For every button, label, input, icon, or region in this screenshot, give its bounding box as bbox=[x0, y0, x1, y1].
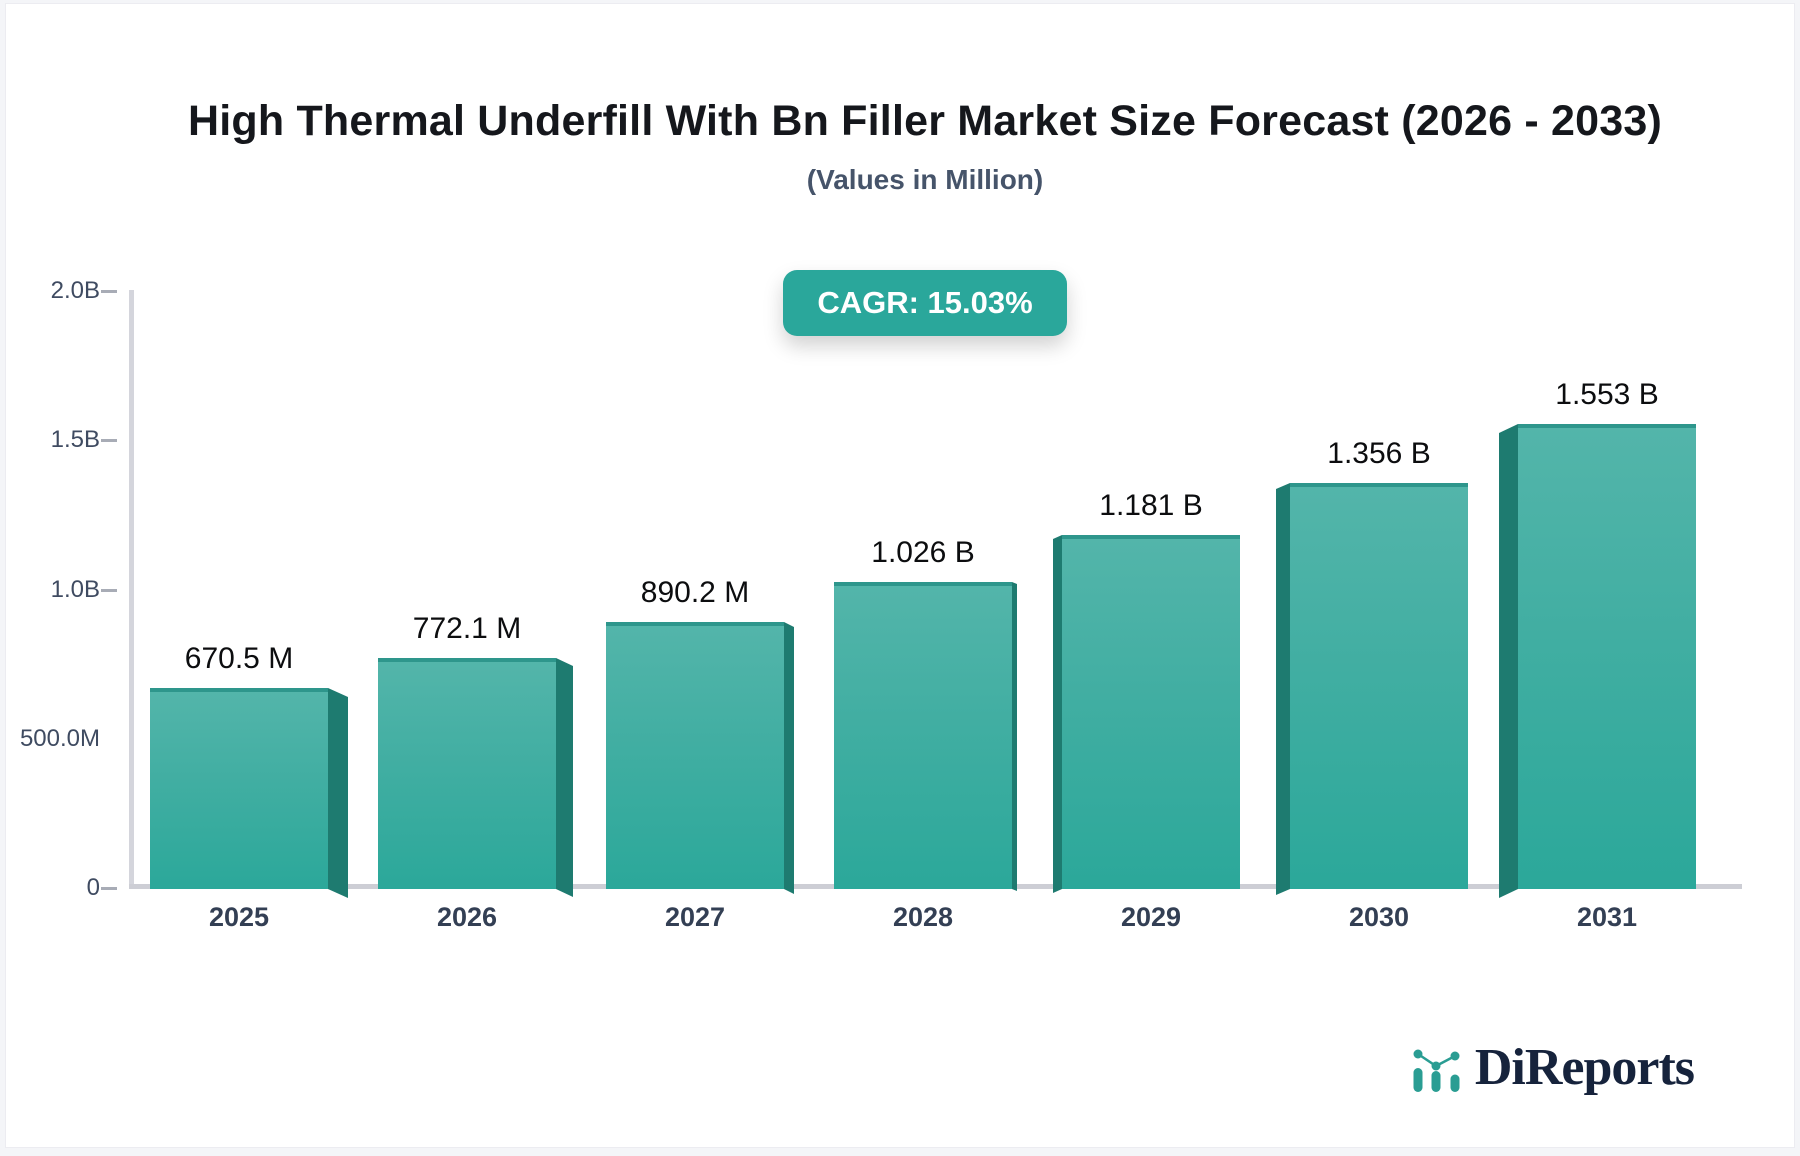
bar-value-label: 890.2 M bbox=[640, 576, 750, 609]
bar-3d-side bbox=[1499, 424, 1518, 898]
x-axis-label: 2027 bbox=[664, 902, 726, 932]
chart-subtitle: (Values in Million) bbox=[806, 164, 1044, 195]
x-axis-label: 2028 bbox=[892, 902, 954, 932]
x-axis-label: 2025 bbox=[208, 902, 270, 932]
y-axis-tick-label: 0 bbox=[86, 874, 100, 901]
bar bbox=[378, 658, 556, 889]
bar-3d-side bbox=[1053, 535, 1062, 893]
y-axis-line bbox=[129, 290, 134, 889]
bar-3d-side bbox=[328, 688, 348, 898]
bar-value-label: 1.181 B bbox=[1099, 489, 1203, 522]
bar bbox=[1290, 483, 1468, 889]
direports-logo-text: DiReports bbox=[1474, 1039, 1695, 1096]
bar-value-label: 772.1 M bbox=[412, 612, 522, 645]
bar bbox=[606, 622, 784, 889]
bar bbox=[1518, 424, 1696, 889]
bar bbox=[1062, 535, 1240, 889]
bar-value-label: 1.026 B bbox=[871, 536, 975, 569]
bar-chart-trend-icon bbox=[1413, 1049, 1460, 1092]
cagr-badge: CAGR: 15.03% bbox=[783, 270, 1067, 336]
x-axis-label: 2031 bbox=[1576, 902, 1638, 932]
bar-3d-side bbox=[1012, 582, 1017, 891]
y-axis-tick-label: 1.5B bbox=[50, 426, 100, 453]
y-axis-tick-label: 500.0M bbox=[19, 725, 100, 752]
y-axis-tick-label: 1.0B bbox=[50, 576, 100, 603]
bar bbox=[150, 688, 328, 889]
y-axis-tick-dash bbox=[101, 887, 117, 890]
bar-3d-side bbox=[784, 622, 794, 894]
y-axis-tick-dash bbox=[101, 589, 117, 592]
bar bbox=[834, 582, 1012, 889]
x-axis-label: 2026 bbox=[436, 902, 498, 932]
bar-value-label: 1.553 B bbox=[1555, 378, 1659, 411]
x-axis-label: 2029 bbox=[1120, 902, 1182, 932]
bar-3d-side bbox=[556, 658, 573, 897]
y-axis-tick-dash bbox=[101, 290, 117, 293]
bar-value-label: 670.5 M bbox=[184, 642, 294, 675]
direports-logo[interactable]: DiReports bbox=[1413, 1039, 1695, 1096]
x-axis-label: 2030 bbox=[1348, 902, 1410, 932]
bar-value-label: 1.356 B bbox=[1327, 437, 1431, 470]
chart-title: High Thermal Underfill With Bn Filler Ma… bbox=[187, 97, 1662, 145]
chart-card bbox=[5, 3, 1795, 1148]
y-axis-tick-dash bbox=[101, 439, 117, 442]
chart-header: High Thermal Underfill With Bn Filler Ma… bbox=[50, 96, 1800, 336]
y-axis-tick-label: 2.0B bbox=[50, 277, 100, 304]
bar-3d-side bbox=[1276, 483, 1290, 895]
